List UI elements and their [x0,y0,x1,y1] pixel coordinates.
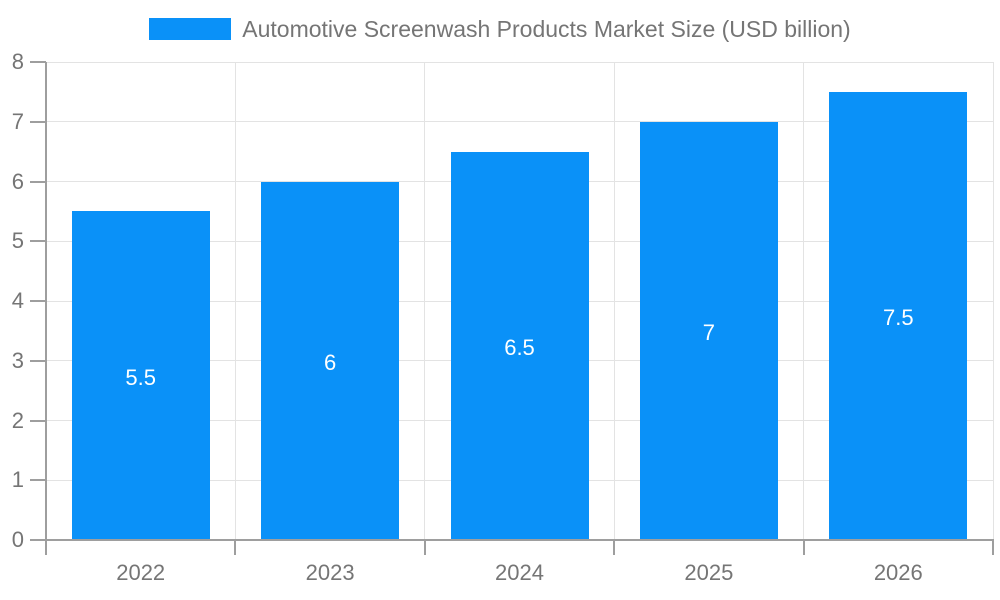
x-tick-label-2024: 2024 [495,560,544,585]
y-tick-label-7: 7 [11,108,24,134]
x-axis-line [45,539,994,541]
y-tick-6 [30,180,46,183]
gridline-v-4 [803,62,805,540]
bar-value-label-2026: 7.5 [883,304,914,330]
y-tick-label-8: 8 [11,49,24,74]
y-tick-label-3: 3 [11,347,24,373]
y-tick-label-4: 4 [11,288,24,313]
bar-2024[interactable] [450,151,589,540]
bar-value-label-2022: 5.5 [125,364,156,390]
chart-legend[interactable]: Automotive Screenwash Products Market Si… [0,16,1000,42]
y-tick-label-5: 5 [11,228,24,254]
y-tick-4 [30,300,46,302]
y-tick-3 [30,359,46,362]
bar-2025[interactable] [639,121,778,540]
bar-value-label-2024: 6.5 [504,334,535,360]
x-tick-label-2022: 2022 [116,560,166,585]
x-tick-5 [992,540,994,555]
y-tick-2 [30,419,46,422]
x-tick-0 [45,540,47,555]
y-axis-line [45,62,47,540]
x-tick-4 [802,540,805,555]
y-tick-label-6: 6 [11,168,24,194]
y-tick-label-0: 0 [11,527,24,552]
x-tick-3 [613,540,616,555]
gridline-v-5 [992,62,994,540]
x-tick-label-2025: 2025 [684,560,734,585]
gridline-h-7 [46,121,993,123]
bar-2022[interactable] [71,211,210,540]
y-tick-8 [30,61,46,63]
y-tick-7 [30,120,46,123]
bar-2026[interactable] [829,91,968,540]
gridline-h-8 [46,61,993,63]
y-tick-label-2: 2 [11,407,24,433]
bar-value-label-2025: 7 [702,319,716,345]
y-tick-label-1: 1 [11,467,24,493]
x-tick-label-2023: 2023 [305,560,355,585]
y-tick-1 [30,479,46,482]
bar-value-label-2023: 6 [323,349,337,375]
y-tick-0 [30,539,46,541]
x-tick-label-2026: 2026 [873,560,923,585]
x-tick-1 [234,540,237,555]
gridline-v-2 [424,62,426,540]
bar-2023[interactable] [261,181,400,540]
x-tick-2 [423,540,426,555]
gridline-v-3 [613,62,615,540]
y-tick-5 [30,240,46,243]
legend-swatch[interactable] [149,18,232,40]
chart-title[interactable]: Automotive Screenwash Products Market Si… [242,16,851,42]
gridline-v-1 [234,62,236,540]
